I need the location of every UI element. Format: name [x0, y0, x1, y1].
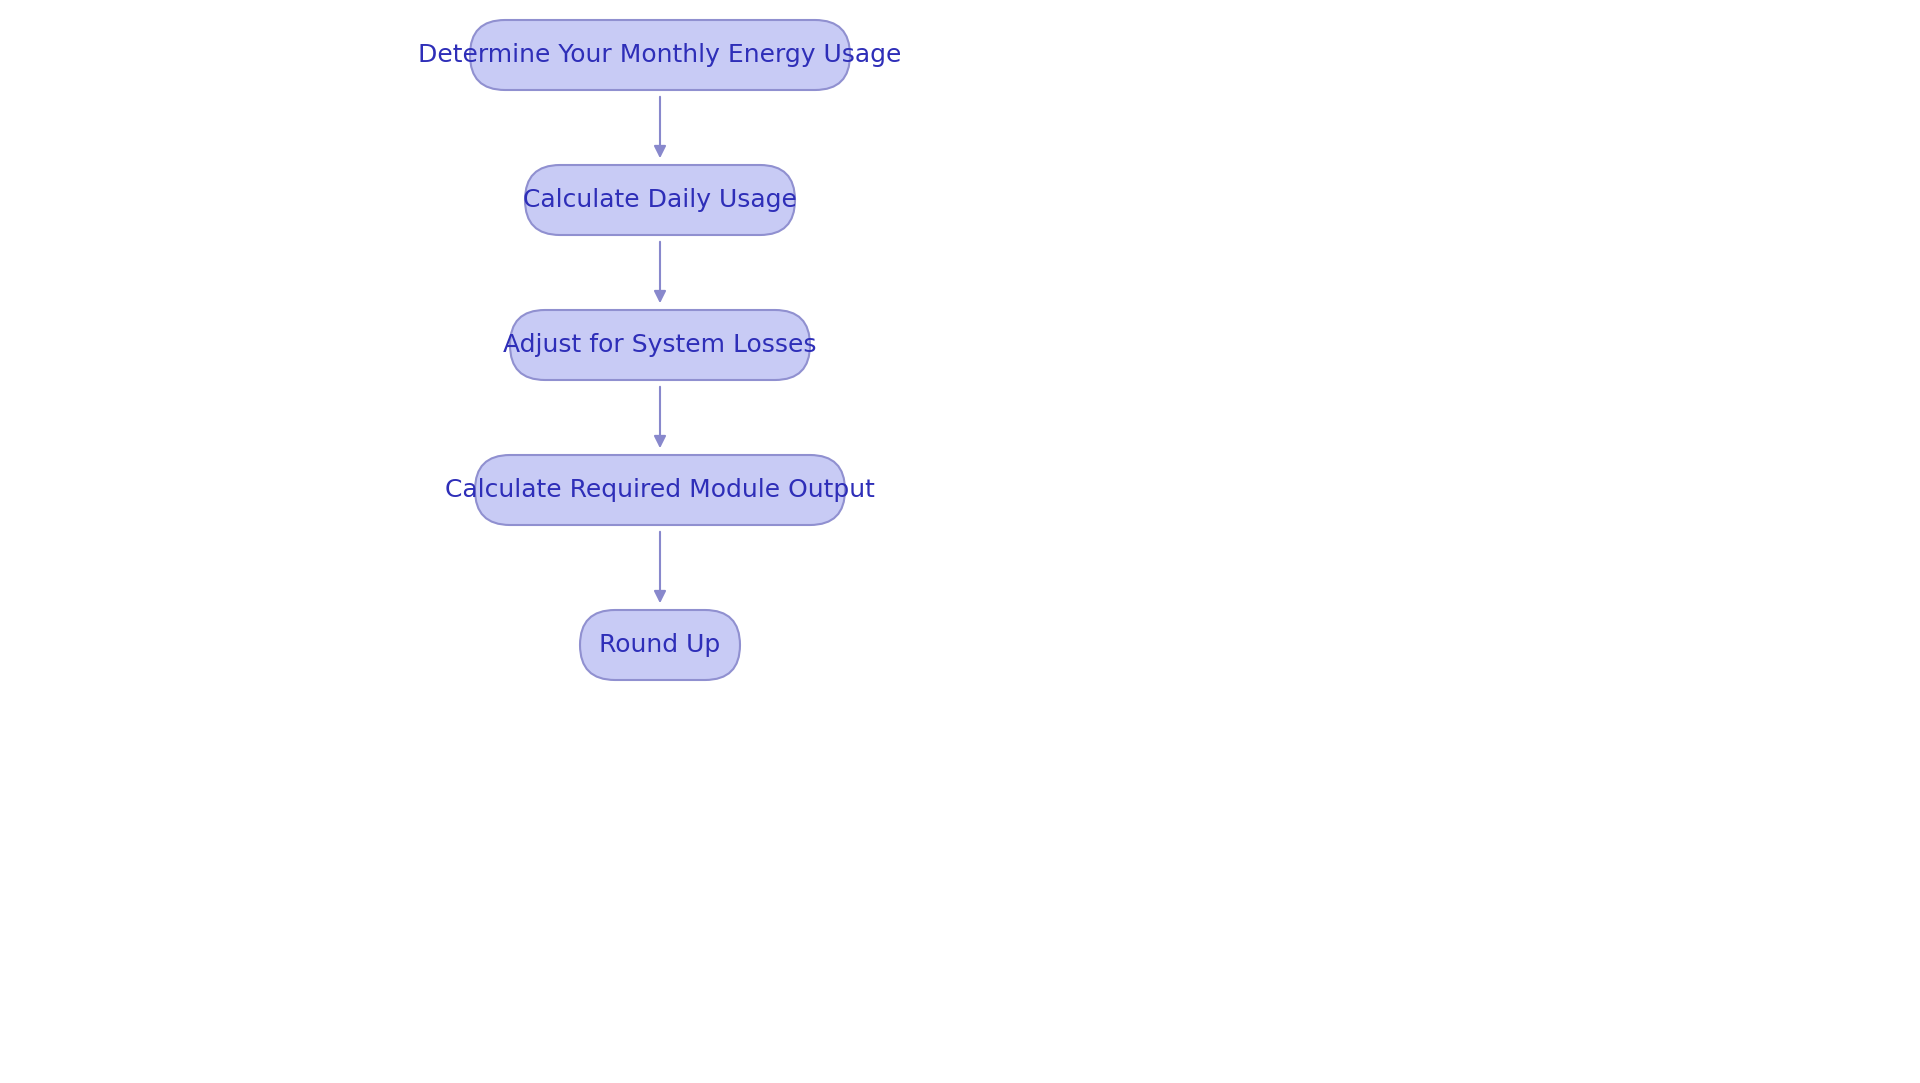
- FancyBboxPatch shape: [524, 165, 795, 235]
- Text: Adjust for System Losses: Adjust for System Losses: [503, 332, 816, 357]
- Text: Calculate Daily Usage: Calculate Daily Usage: [522, 188, 797, 212]
- FancyBboxPatch shape: [474, 455, 845, 525]
- Text: Determine Your Monthly Energy Usage: Determine Your Monthly Energy Usage: [419, 43, 902, 67]
- Text: Calculate Required Module Output: Calculate Required Module Output: [445, 478, 876, 503]
- FancyBboxPatch shape: [580, 610, 739, 680]
- Text: Round Up: Round Up: [599, 632, 720, 657]
- FancyBboxPatch shape: [470, 19, 851, 90]
- FancyBboxPatch shape: [511, 310, 810, 380]
